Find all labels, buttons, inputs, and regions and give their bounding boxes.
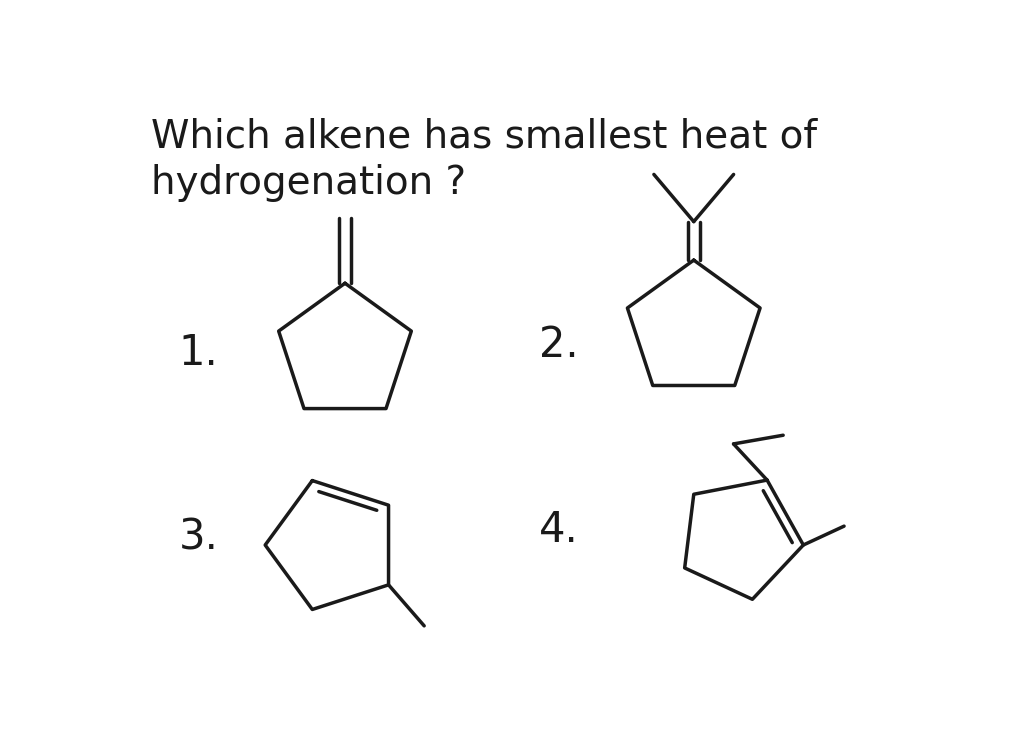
Text: 3.: 3.	[178, 516, 218, 559]
Text: Which alkene has smallest heat of: Which alkene has smallest heat of	[152, 118, 817, 156]
Text: 2.: 2.	[539, 324, 579, 366]
Text: 1.: 1.	[178, 332, 218, 373]
Text: hydrogenation ?: hydrogenation ?	[152, 164, 466, 202]
Text: 4.: 4.	[539, 509, 579, 550]
